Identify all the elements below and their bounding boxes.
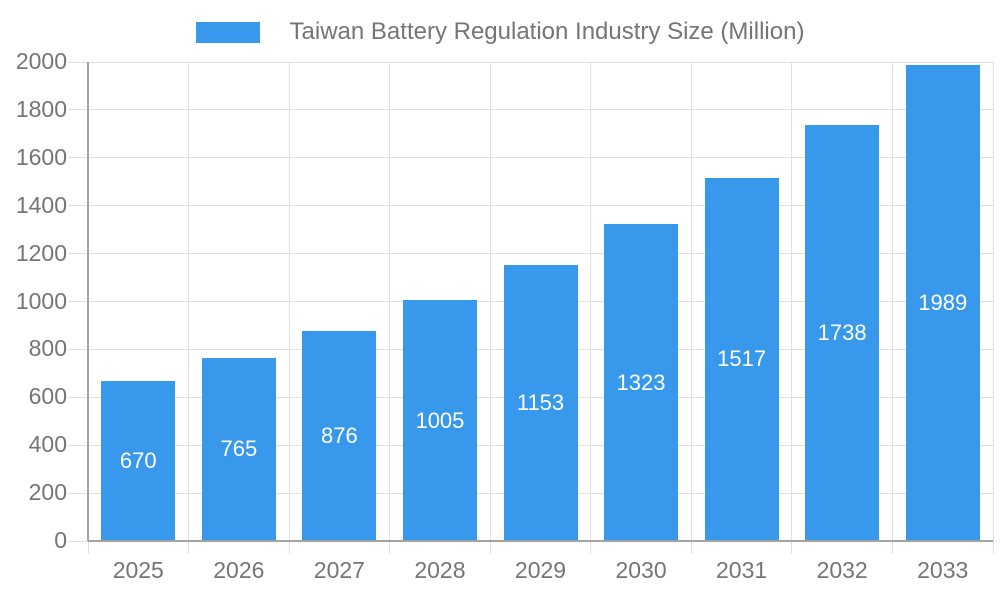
x-axis-label: 2028 — [414, 557, 466, 583]
bar[interactable]: 1005 — [402, 300, 477, 541]
x-axis-tick — [489, 541, 491, 554]
bar[interactable]: 1153 — [503, 264, 578, 541]
x-axis-label: 2032 — [816, 557, 868, 583]
bar-value-label: 1517 — [717, 346, 767, 372]
bar-value-label: 1323 — [616, 369, 666, 395]
bar-value-label: 765 — [220, 436, 258, 462]
bar-value-label: 670 — [119, 447, 157, 473]
y-axis-label: 1600 — [15, 143, 67, 170]
y-axis-label: 1000 — [15, 287, 67, 314]
y-axis-label: 200 — [28, 479, 67, 506]
y-axis-tick — [68, 61, 88, 63]
x-axis-label: 2025 — [112, 557, 164, 583]
bar-value-label: 1005 — [415, 407, 465, 433]
h-gridline — [88, 157, 993, 159]
x-axis-label: 2031 — [716, 557, 768, 583]
y-axis-label: 0 — [54, 526, 67, 553]
y-axis-label: 2000 — [15, 47, 67, 74]
bar[interactable]: 876 — [302, 331, 377, 541]
y-axis-tick — [68, 301, 88, 302]
h-gridline — [88, 205, 993, 207]
x-axis-tick — [690, 541, 692, 554]
x-axis-line — [88, 540, 993, 542]
y-axis-tick — [68, 492, 88, 494]
x-axis-label: 2029 — [514, 557, 567, 583]
bar-value-label: 876 — [321, 423, 358, 449]
h-gridline — [88, 109, 993, 111]
h-gridline — [88, 253, 993, 255]
x-axis-label: 2030 — [615, 557, 667, 583]
bar[interactable]: 670 — [101, 380, 176, 541]
bar-value-label: 1738 — [817, 319, 867, 345]
x-axis-label: 2026 — [213, 557, 265, 583]
y-axis-tick — [68, 540, 88, 542]
bar[interactable]: 1738 — [805, 124, 880, 541]
v-gridline — [992, 62, 994, 541]
v-gridline — [489, 62, 491, 541]
plot-area: 0 200 400 600 800 1000 1200 1400 1600 1800 2000 670… — [16, 48, 994, 583]
bar[interactable]: 1989 — [905, 64, 980, 541]
x-axis-tick — [188, 541, 190, 554]
bar[interactable]: 765 — [201, 357, 276, 541]
x-axis-label: 2033 — [917, 557, 969, 583]
v-gridline — [891, 62, 893, 541]
x-axis-tick — [590, 541, 592, 554]
y-axis-label: 1400 — [15, 191, 67, 218]
y-axis-label: 400 — [28, 431, 67, 458]
legend[interactable]: Taiwan Battery Regulation Industry Size … — [0, 12, 1000, 52]
x-axis-tick — [791, 541, 793, 554]
v-gridline — [188, 62, 190, 541]
bar-value-label: 1153 — [516, 389, 565, 415]
bar[interactable]: 1323 — [604, 224, 679, 541]
y-axis-label: 1800 — [15, 95, 67, 122]
legend-label: Taiwan Battery Regulation Industry Size … — [289, 18, 805, 45]
v-gridline — [288, 62, 290, 541]
y-axis-label: 600 — [28, 383, 67, 410]
y-axis-tick — [68, 157, 88, 159]
h-gridline — [88, 61, 993, 63]
y-axis-tick — [68, 396, 88, 398]
y-axis-tick — [68, 348, 88, 350]
v-gridline — [690, 62, 692, 541]
y-axis-tick — [68, 109, 88, 111]
x-axis-tick — [389, 541, 391, 554]
y-axis-tick — [68, 253, 88, 255]
y-axis-line — [87, 62, 89, 541]
x-axis-tick — [891, 541, 893, 554]
bar-value-label: 1989 — [918, 289, 968, 315]
x-axis-tick — [992, 541, 994, 554]
x-axis-tick — [288, 541, 290, 554]
y-axis-tick — [68, 205, 88, 207]
x-axis-label: 2027 — [313, 557, 365, 583]
x-axis-tick — [87, 541, 89, 554]
y-axis-label: 800 — [28, 335, 67, 362]
bar[interactable]: 1517 — [704, 177, 779, 541]
v-gridline — [791, 62, 793, 541]
y-axis-tick — [68, 444, 88, 446]
y-axis-label: 1200 — [15, 239, 67, 266]
legend-swatch — [195, 21, 260, 43]
v-gridline — [590, 62, 592, 541]
v-gridline — [389, 62, 391, 541]
